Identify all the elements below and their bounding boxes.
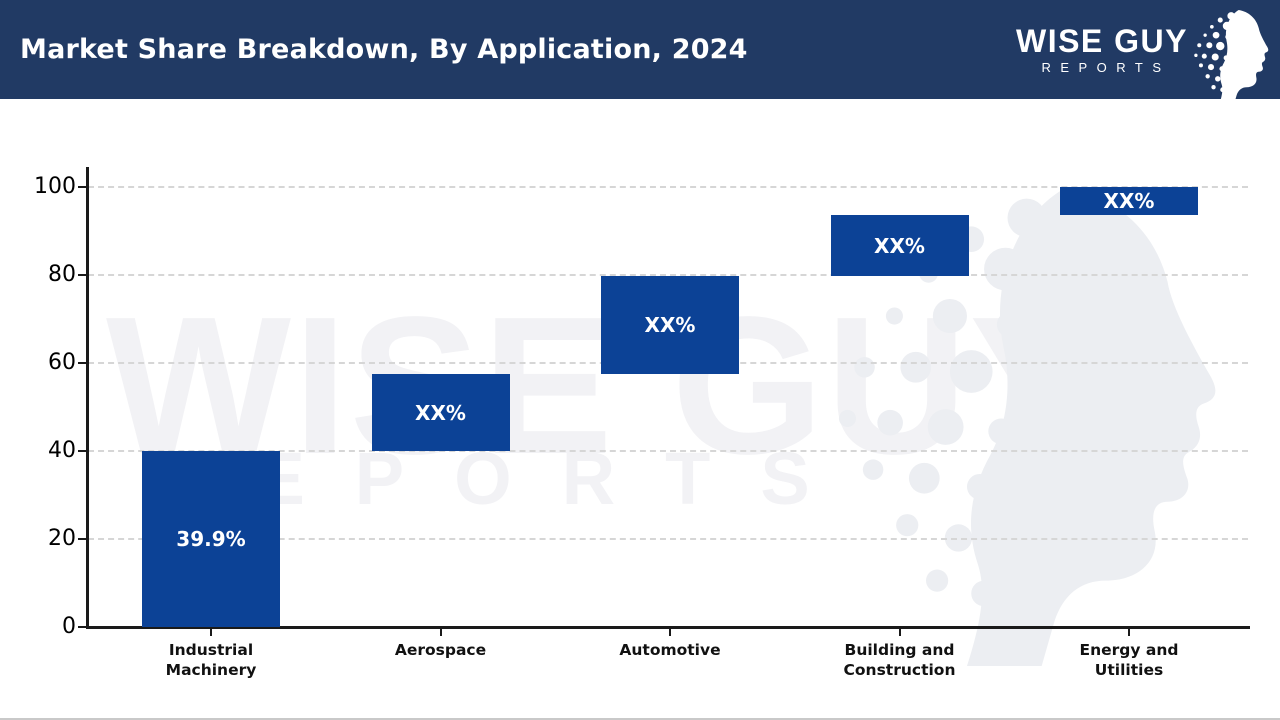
y-tick-20: [78, 538, 86, 540]
logo-subtitle: REPORTS: [1041, 60, 1171, 75]
y-tick-label-100: 100: [34, 174, 76, 199]
y-tick-40: [78, 450, 86, 452]
x-axis: [86, 626, 1250, 629]
logo-wordmark: WISE GUY: [1015, 23, 1188, 59]
category-label-building-and-construction: Building and Construction: [843, 641, 956, 679]
bar-value-label-automotive: XX%: [644, 312, 696, 337]
waterfall-chart: 0 20 40 60 80 100 39.9% Industrial Machinery XX%…: [0, 99, 1280, 720]
gridline-40: [88, 450, 1248, 452]
y-tick-0: [78, 626, 86, 628]
x-tick-industrial-machinery: [210, 628, 212, 636]
y-tick-label-60: 60: [48, 350, 76, 375]
bar-industrial-machinery: 39.9%: [142, 451, 280, 627]
bar-building-and-construction: XX%: [830, 215, 969, 276]
bar-value-label-aerospace: XX%: [415, 400, 466, 425]
image-bottom-border: [0, 718, 1280, 720]
category-label-energy-and-utilities: Energy and Utilities: [1079, 641, 1179, 679]
y-tick-80: [78, 274, 86, 276]
y-tick-label-40: 40: [48, 438, 76, 463]
gridline-80: [88, 274, 1248, 276]
y-axis: [86, 167, 89, 629]
bar-automotive: XX%: [601, 275, 739, 374]
bar-value-label-industrial-machinery: 39.9%: [176, 527, 246, 552]
y-tick-label-80: 80: [48, 262, 76, 287]
y-tick-label-0: 0: [62, 614, 76, 639]
bar-energy-and-utilities: XX%: [1060, 187, 1198, 216]
x-tick-building-and-construction: [898, 628, 901, 636]
bar-value-label-energy-and-utilities: XX%: [1103, 189, 1155, 214]
y-tick-100: [78, 186, 86, 188]
bar-value-label-building-and-construction: XX%: [874, 233, 925, 258]
category-label-industrial-machinery: Industrial Machinery: [165, 641, 257, 679]
gridline-20: [88, 538, 1248, 540]
logo-text: WISE GUY REPORTS: [1016, 25, 1188, 74]
x-tick-automotive: [669, 628, 671, 636]
page-title: Market Share Breakdown, By Application, …: [20, 34, 748, 65]
category-label-aerospace: Aerospace: [394, 641, 487, 659]
x-tick-energy-and-utilities: [1128, 628, 1130, 636]
category-label-automotive: Automotive: [619, 641, 721, 659]
y-tick-60: [78, 362, 86, 364]
wise-guy-logo: WISE GUY REPORTS: [1016, 0, 1274, 99]
bar-aerospace: XX%: [371, 374, 510, 452]
x-tick-aerospace: [439, 628, 442, 636]
header-bar: Market Share Breakdown, By Application, …: [0, 0, 1280, 99]
y-tick-label-20: 20: [48, 526, 76, 551]
gridline-100: [88, 186, 1248, 188]
logo-head-icon: [1190, 10, 1274, 100]
